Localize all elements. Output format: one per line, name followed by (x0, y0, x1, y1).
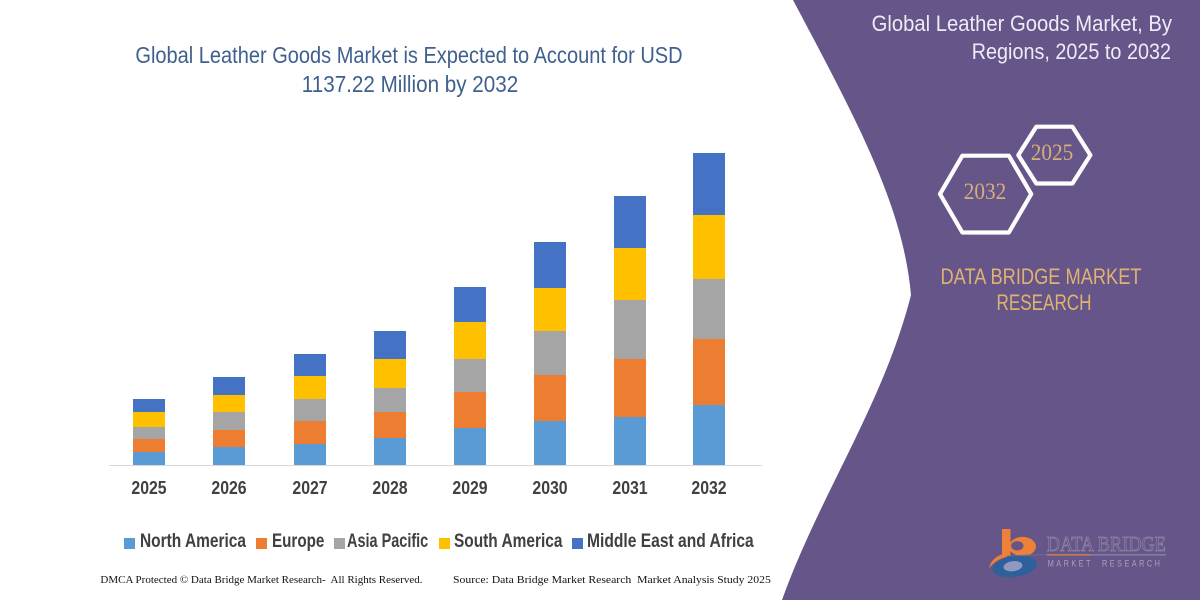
svg-text:MARKET RESEARCH: MARKET RESEARCH (1048, 559, 1163, 569)
svg-text:DATA BRIDGE: DATA BRIDGE (1047, 532, 1166, 556)
